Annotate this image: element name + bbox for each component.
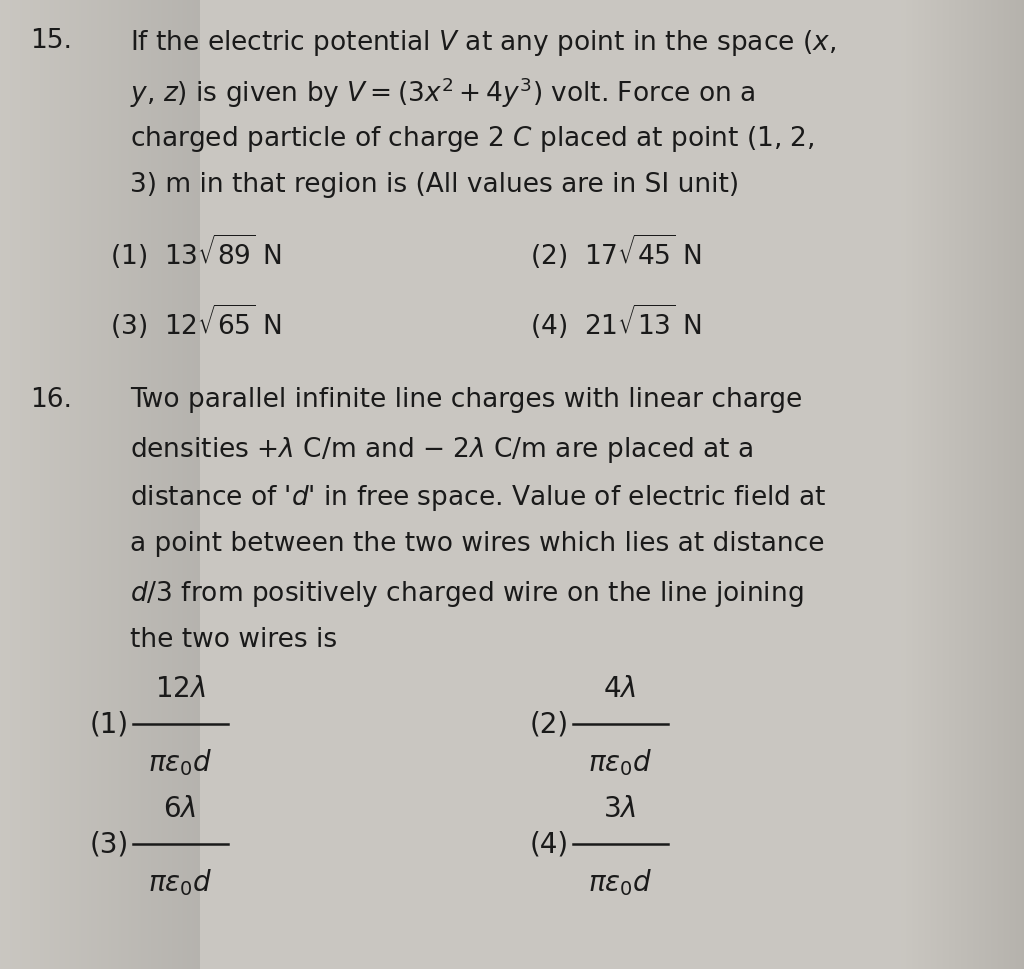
Text: $\pi\varepsilon_0 d$: $\pi\varepsilon_0 d$ [588, 866, 652, 897]
Text: 16.: 16. [30, 387, 72, 413]
Text: (2): (2) [530, 710, 569, 738]
Text: $\pi\varepsilon_0 d$: $\pi\varepsilon_0 d$ [147, 866, 212, 897]
Text: (4): (4) [530, 830, 569, 859]
Text: distance of '$d$' in free space. Value of electric field at: distance of '$d$' in free space. Value o… [130, 483, 826, 513]
Text: densities $+\lambda$ C/m and $-$ $2\lambda$ C/m are placed at a: densities $+\lambda$ C/m and $-$ $2\lamb… [130, 434, 754, 464]
Text: $12\lambda$: $12\lambda$ [155, 674, 206, 703]
Text: $4\lambda$: $4\lambda$ [603, 674, 637, 703]
Text: If the electric potential $V$ at any point in the space ($x$,: If the electric potential $V$ at any poi… [130, 28, 836, 58]
Text: (4)  $21\sqrt{13}$ N: (4) $21\sqrt{13}$ N [530, 301, 701, 340]
Text: $\pi\varepsilon_0 d$: $\pi\varepsilon_0 d$ [147, 746, 212, 777]
Text: (3): (3) [90, 830, 129, 859]
Text: (1): (1) [90, 710, 129, 738]
Text: $y$, $z$) is given by $V = (3x^2 + 4y^3)$ volt. Force on a: $y$, $z$) is given by $V = (3x^2 + 4y^3)… [130, 76, 755, 110]
Text: 15.: 15. [30, 28, 72, 54]
Text: (1)  $13\sqrt{89}$ N: (1) $13\sqrt{89}$ N [110, 232, 282, 270]
Text: $6\lambda$: $6\lambda$ [164, 795, 197, 822]
Text: a point between the two wires which lies at distance: a point between the two wires which lies… [130, 530, 824, 556]
Text: $3\lambda$: $3\lambda$ [603, 795, 637, 822]
Text: 3) m in that region is (All values are in SI unit): 3) m in that region is (All values are i… [130, 172, 739, 198]
Text: charged particle of charge 2 $C$ placed at point (1, 2,: charged particle of charge 2 $C$ placed … [130, 124, 815, 154]
Text: the two wires is: the two wires is [130, 626, 337, 652]
Text: $\pi\varepsilon_0 d$: $\pi\varepsilon_0 d$ [588, 746, 652, 777]
Text: (2)  $17\sqrt{45}$ N: (2) $17\sqrt{45}$ N [530, 232, 701, 270]
Text: Two parallel infinite line charges with linear charge: Two parallel infinite line charges with … [130, 387, 802, 413]
Text: $d$/3 from positively charged wire on the line joining: $d$/3 from positively charged wire on th… [130, 578, 804, 609]
Text: (3)  $12\sqrt{65}$ N: (3) $12\sqrt{65}$ N [110, 301, 282, 340]
